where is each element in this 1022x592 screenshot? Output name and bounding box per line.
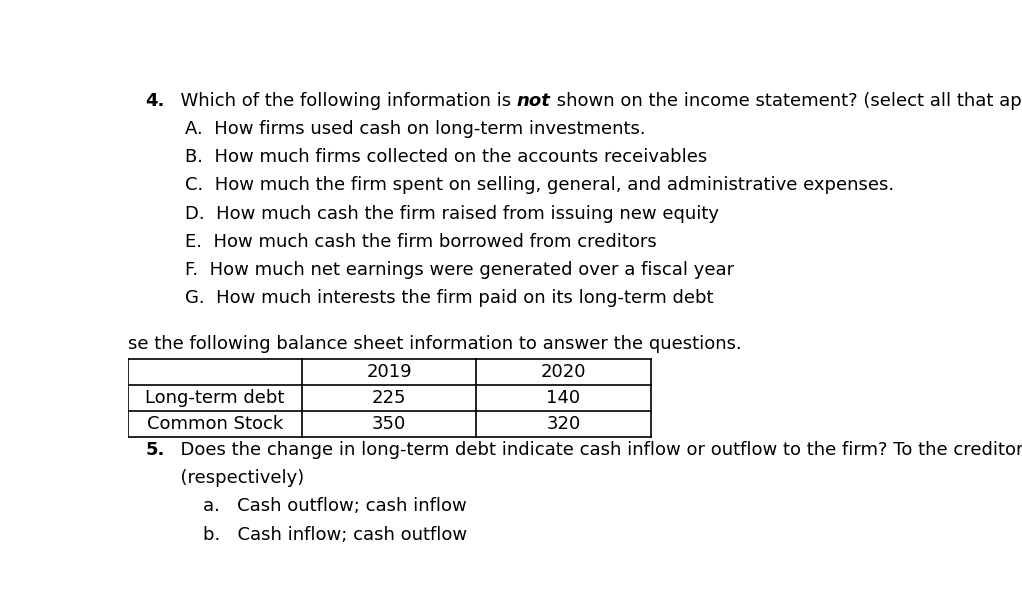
Text: 350: 350 (372, 414, 407, 433)
Text: 2020: 2020 (541, 363, 587, 381)
Text: F.  How much net earnings were generated over a fiscal year: F. How much net earnings were generated … (185, 261, 734, 279)
Text: (respectively): (respectively) (169, 469, 305, 487)
Text: 140: 140 (547, 388, 580, 407)
Text: B.  How much firms collected on the accounts receivables: B. How much firms collected on the accou… (185, 148, 707, 166)
Text: Which of the following information is: Which of the following information is (169, 92, 517, 110)
Text: not: not (517, 92, 551, 110)
Text: Common Stock: Common Stock (147, 414, 283, 433)
Text: 5.: 5. (145, 441, 165, 459)
Text: 225: 225 (372, 388, 407, 407)
Text: Long-term debt: Long-term debt (145, 388, 284, 407)
Text: 2019: 2019 (366, 363, 412, 381)
Text: b.   Cash inflow; cash outflow: b. Cash inflow; cash outflow (203, 526, 467, 543)
Text: 320: 320 (546, 414, 580, 433)
Text: D.  How much cash the firm raised from issuing new equity: D. How much cash the firm raised from is… (185, 205, 718, 223)
Text: A.  How firms used cash on long-term investments.: A. How firms used cash on long-term inve… (185, 120, 646, 138)
Text: Does the change in long-term debt indicate cash inflow or outflow to the firm? T: Does the change in long-term debt indica… (169, 441, 1022, 459)
Text: G.  How much interests the firm paid on its long-term debt: G. How much interests the firm paid on i… (185, 289, 713, 307)
Text: shown on the income statement? (select all that apply): shown on the income statement? (select a… (551, 92, 1022, 110)
Text: a.   Cash outflow; cash inflow: a. Cash outflow; cash inflow (203, 497, 467, 516)
Text: se the following balance sheet information to answer the questions.: se the following balance sheet informati… (128, 334, 742, 353)
Text: C.  How much the firm spent on selling, general, and administrative expenses.: C. How much the firm spent on selling, g… (185, 176, 894, 194)
Text: E.  How much cash the firm borrowed from creditors: E. How much cash the firm borrowed from … (185, 233, 656, 251)
Text: 4.: 4. (145, 92, 165, 110)
